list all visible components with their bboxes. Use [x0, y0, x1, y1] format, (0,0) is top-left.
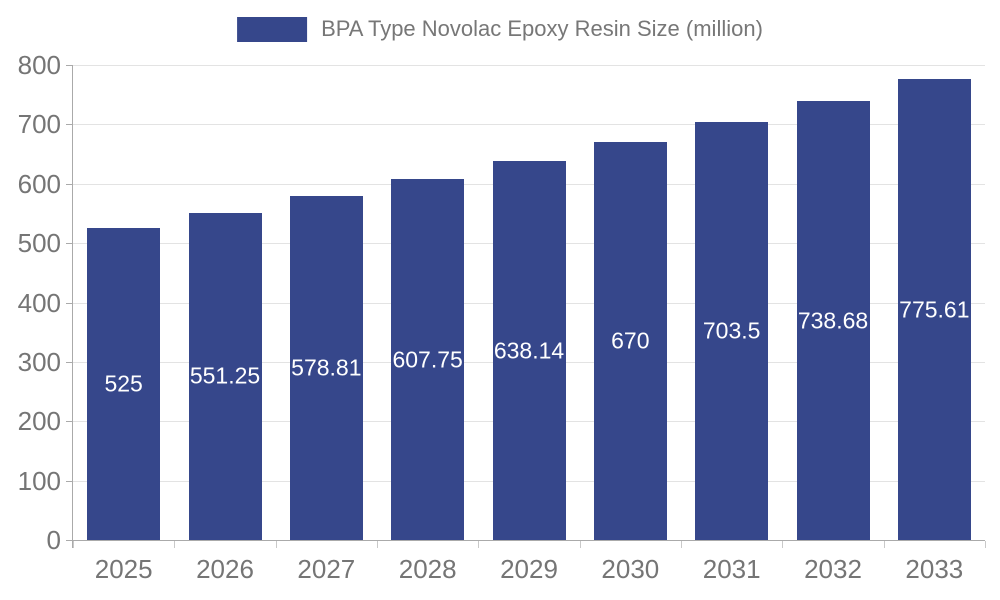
- bar-value-label: 607.75: [392, 346, 463, 373]
- x-tick-label: 2025: [94, 554, 153, 584]
- bar[interactable]: 578.81: [289, 196, 363, 540]
- legend-item[interactable]: BPA Type Novolac Epoxy Resin Size (milli…: [237, 16, 763, 42]
- x-tick-label: 2033: [905, 554, 964, 584]
- y-tick-mark: [66, 480, 72, 482]
- x-tick-label: 2030: [601, 554, 660, 584]
- y-tick-label: 500: [17, 228, 61, 259]
- x-tick-mark: [73, 541, 74, 548]
- bar-value-label: 578.81: [291, 354, 362, 381]
- x-tick-label: 2026: [196, 554, 254, 584]
- bar-value-label: 703.5: [702, 317, 761, 344]
- bar-value-label: 670: [611, 327, 650, 354]
- x-tick-label: 2031: [702, 554, 761, 584]
- y-tick-label: 100: [17, 465, 61, 496]
- y-tick-label: 0: [46, 525, 61, 555]
- x-tick-label: 2032: [804, 554, 862, 584]
- y-tick-mark: [66, 183, 72, 185]
- y-tick-mark: [66, 124, 72, 126]
- x-tick-mark: [377, 541, 378, 548]
- y-gridline: [73, 124, 985, 126]
- x-axis-line: [72, 540, 985, 541]
- bar-value-label: 775.61: [899, 296, 970, 323]
- x-tick-mark: [478, 541, 480, 548]
- bar-value-label: 638.14: [493, 337, 565, 364]
- bar-value-label: 738.68: [797, 307, 869, 334]
- plot-area: 0 100 200 300 400 500 600 700 800 525 2025 551.25 20…: [18, 52, 986, 582]
- y-tick-label: 400: [17, 287, 61, 318]
- y-tick-mark: [66, 421, 72, 423]
- bar-value-label: 525: [104, 370, 143, 397]
- bar[interactable]: 525: [87, 228, 161, 540]
- y-tick-mark: [66, 302, 72, 304]
- x-tick-label: 2029: [500, 554, 558, 584]
- legend-swatch: [237, 16, 308, 42]
- bar[interactable]: 607.75: [391, 179, 465, 540]
- y-tick-mark: [66, 361, 72, 363]
- y-tick-label: 200: [17, 406, 61, 437]
- y-tick-label: 800: [17, 50, 61, 80]
- x-tick-mark: [174, 541, 176, 548]
- x-tick-mark: [275, 541, 277, 548]
- y-tick-label: 700: [17, 109, 61, 140]
- y-tick-mark: [66, 243, 72, 245]
- x-tick-label: 2028: [398, 554, 457, 584]
- x-tick-mark: [579, 541, 581, 548]
- y-tick-label: 300: [17, 346, 61, 377]
- x-tick-mark: [985, 541, 986, 548]
- x-tick-mark: [883, 541, 885, 548]
- x-tick-mark: [681, 541, 682, 548]
- x-tick-mark: [782, 541, 784, 548]
- y-tick-mark: [66, 540, 72, 541]
- y-axis-line: [72, 65, 73, 548]
- y-tick-label: 600: [17, 168, 61, 199]
- y-gridline: [73, 65, 985, 66]
- bar[interactable]: 670: [593, 142, 667, 540]
- x-tick-label: 2027: [297, 554, 356, 584]
- bar[interactable]: 703.5: [695, 122, 769, 540]
- y-tick-mark: [66, 65, 72, 66]
- bar[interactable]: 775.61: [897, 79, 971, 540]
- bar[interactable]: 738.68: [796, 101, 870, 540]
- bar[interactable]: 638.14: [492, 161, 566, 540]
- bar[interactable]: 551.25: [188, 212, 262, 540]
- legend-label: BPA Type Novolac Epoxy Resin Size (milli…: [321, 16, 763, 41]
- bar-value-label: 551.25: [189, 362, 261, 389]
